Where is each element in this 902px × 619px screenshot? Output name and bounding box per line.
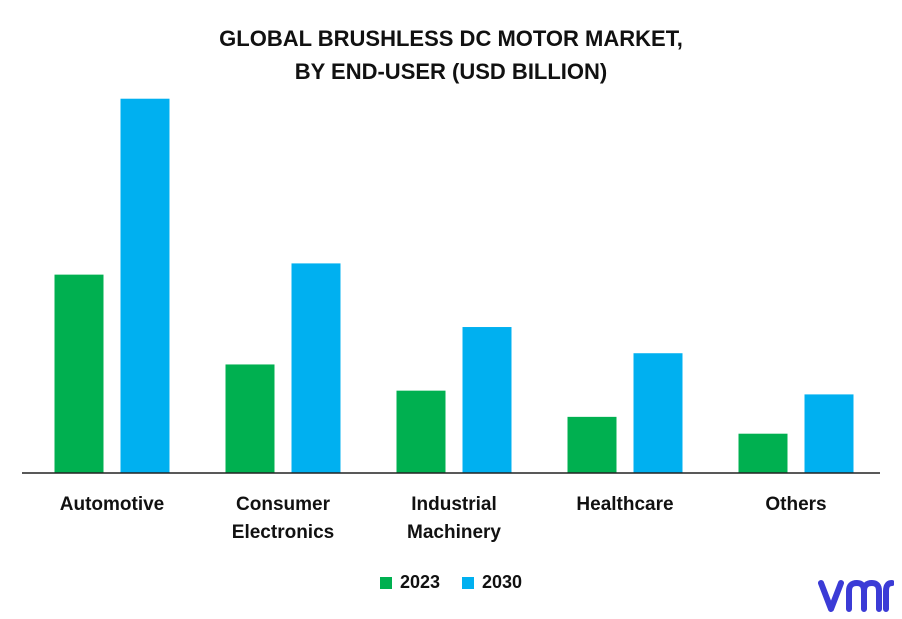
x-tick-label: Automotive (60, 494, 165, 515)
legend-item-2030: 2030 (462, 572, 522, 593)
legend-swatch-2030 (462, 576, 474, 589)
bars-group (54, 98, 854, 473)
bar-2030-consumer-electronics (291, 263, 341, 473)
legend-item-2023: 2023 (379, 572, 440, 593)
bar-2030-industrial-machinery (462, 327, 512, 473)
legend-swatch-2023 (379, 576, 392, 589)
bar-2023-consumer-electronics (225, 364, 275, 473)
bar-2023-others (738, 433, 788, 473)
bar-2030-healthcare (633, 353, 683, 473)
chart-title-line-1: GLOBAL BRUSHLESS DC MOTOR MARKET, (219, 26, 683, 51)
bar-2023-healthcare (567, 416, 617, 473)
x-tick-label: Others (765, 494, 826, 515)
vmr-logo (818, 580, 894, 612)
x-tick-label: Consumer (236, 494, 331, 515)
chart-title: GLOBAL BRUSHLESS DC MOTOR MARKET, BY END… (0, 22, 902, 88)
bar-2023-industrial-machinery (396, 390, 446, 473)
legend-label-2023: 2023 (399, 572, 440, 592)
vmr-logo-mark (883, 580, 894, 612)
x-tick-label: Healthcare (576, 494, 673, 515)
bar-2030-automotive (120, 98, 170, 473)
legend-label-2030: 2030 (482, 572, 523, 592)
bar-2023-automotive (54, 274, 104, 473)
vmr-logo-mark (818, 580, 844, 612)
vmr-logo-mark (846, 580, 882, 612)
bar-2030-others (804, 394, 854, 473)
chart-title-line-2: BY END-USER (USD BILLION) (294, 59, 608, 84)
x-tick-label: Machinery (407, 522, 501, 543)
legend: 2023 2030 (0, 572, 902, 593)
x-tick-label: Industrial (411, 494, 497, 515)
x-tick-label: Electronics (232, 522, 334, 543)
x-axis-labels: Automotive Consumer Electronics Industrial M… (60, 494, 827, 543)
